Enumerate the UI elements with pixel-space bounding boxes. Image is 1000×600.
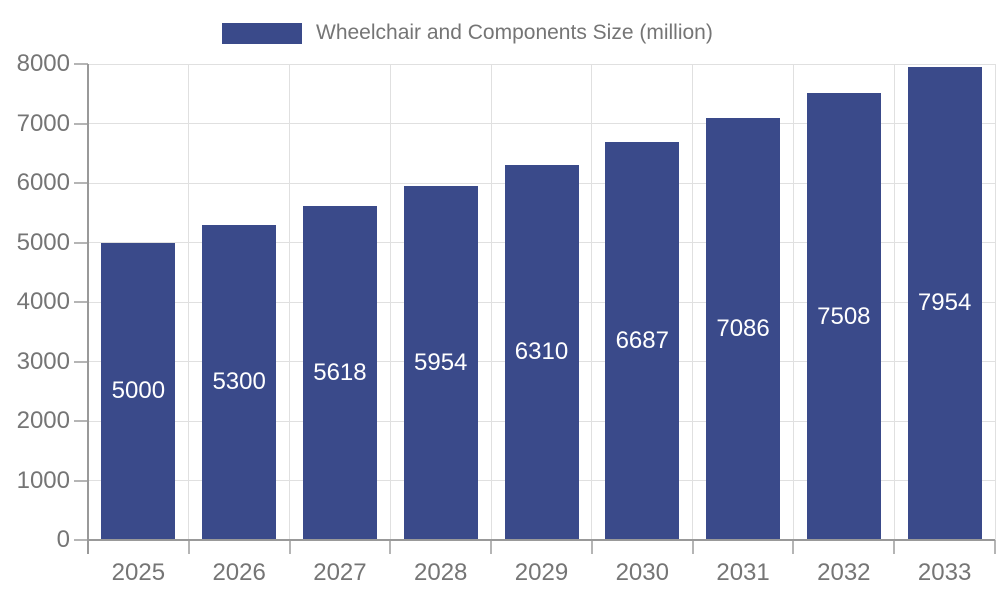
y-tick-label: 0 xyxy=(56,526,70,553)
y-tick xyxy=(74,182,88,184)
bar-2033: 7954 xyxy=(907,66,982,540)
y-tick xyxy=(74,539,88,541)
y-tick-label: 5000 xyxy=(16,228,70,256)
y-tick-label: 8000 xyxy=(16,50,70,77)
bar-value-label: 5954 xyxy=(414,348,468,376)
legend-label: Wheelchair and Components Size (million) xyxy=(316,21,713,44)
bar-value-label: 6687 xyxy=(615,327,669,355)
x-tick-label: 2032 xyxy=(817,559,871,586)
bar-value-label: 5000 xyxy=(111,377,166,405)
y-tick xyxy=(74,360,88,363)
x-tick-label: 2033 xyxy=(917,559,972,586)
x-tick xyxy=(490,540,493,554)
x-tick xyxy=(288,540,291,554)
x-axis-line xyxy=(88,539,995,541)
y-tick xyxy=(74,241,88,244)
y-axis-line xyxy=(87,64,89,554)
bar-value-label: 5618 xyxy=(313,358,367,386)
x-gridline xyxy=(591,64,593,540)
x-gridline xyxy=(490,64,492,540)
bar-2026: 5300 xyxy=(202,224,277,540)
x-gridline xyxy=(692,64,694,540)
x-tick-label: 2026 xyxy=(212,559,266,586)
y-tick xyxy=(74,63,88,65)
x-tick-label: 2027 xyxy=(313,559,367,586)
x-tick xyxy=(792,540,795,554)
y-tick-label: 2000 xyxy=(16,407,70,434)
x-tick xyxy=(389,540,392,554)
y-tick-label: 4000 xyxy=(16,288,70,315)
bar-value-label: 7954 xyxy=(917,289,972,317)
bar-value-label: 7508 xyxy=(817,302,871,330)
legend-swatch xyxy=(222,22,302,44)
bar-2028: 5954 xyxy=(403,185,478,540)
x-gridline xyxy=(792,64,794,540)
bar-value-label: 6310 xyxy=(514,338,569,366)
y-tick xyxy=(74,479,88,482)
y-tick xyxy=(74,301,88,303)
x-tick xyxy=(590,540,593,554)
y-gridline xyxy=(88,63,995,65)
bar-2027: 5618 xyxy=(302,205,377,540)
chart-legend: Wheelchair and Components Size (million) xyxy=(222,22,713,44)
y-tick-label: 1000 xyxy=(16,466,70,494)
x-tick xyxy=(893,540,896,554)
bar-2032: 7508 xyxy=(806,93,881,540)
x-tick-label: 2031 xyxy=(716,559,770,586)
y-tick xyxy=(74,420,88,422)
x-tick-label: 2025 xyxy=(111,559,166,586)
y-tick-label: 6000 xyxy=(16,169,70,196)
bar-value-label: 7086 xyxy=(716,315,770,343)
x-gridline xyxy=(389,64,391,540)
y-tick-label: 7000 xyxy=(16,109,70,137)
x-tick-label: 2029 xyxy=(514,559,569,586)
x-tick xyxy=(187,540,190,554)
bar-2030: 6687 xyxy=(605,142,680,540)
x-gridline xyxy=(188,64,190,540)
y-tick-label: 3000 xyxy=(16,347,70,375)
x-gridline xyxy=(289,64,291,540)
y-tick xyxy=(74,122,88,125)
y-gridline xyxy=(88,123,995,124)
x-gridline xyxy=(893,64,895,540)
bar-2029: 6310 xyxy=(504,164,579,540)
bar-2025: 5000 xyxy=(101,242,176,540)
x-tick xyxy=(994,540,996,554)
x-tick xyxy=(691,540,694,554)
x-tick-label: 2030 xyxy=(615,559,669,586)
bar-2031: 7086 xyxy=(706,118,781,540)
x-tick-label: 2028 xyxy=(414,559,468,586)
bar-value-label: 5300 xyxy=(212,368,266,396)
x-gridline xyxy=(994,64,996,540)
